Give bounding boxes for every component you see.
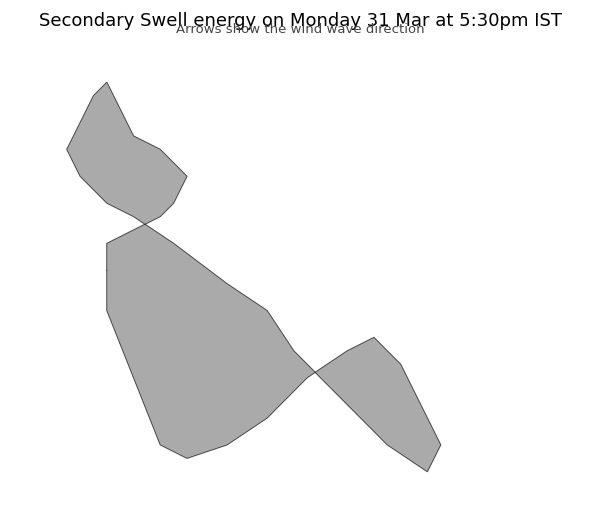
Text: Secondary Swell energy on Monday 31 Mar at 5:30pm IST: Secondary Swell energy on Monday 31 Mar … [39,12,562,30]
Polygon shape [67,82,441,472]
Text: Arrows show the wind wave direction: Arrows show the wind wave direction [176,23,425,36]
